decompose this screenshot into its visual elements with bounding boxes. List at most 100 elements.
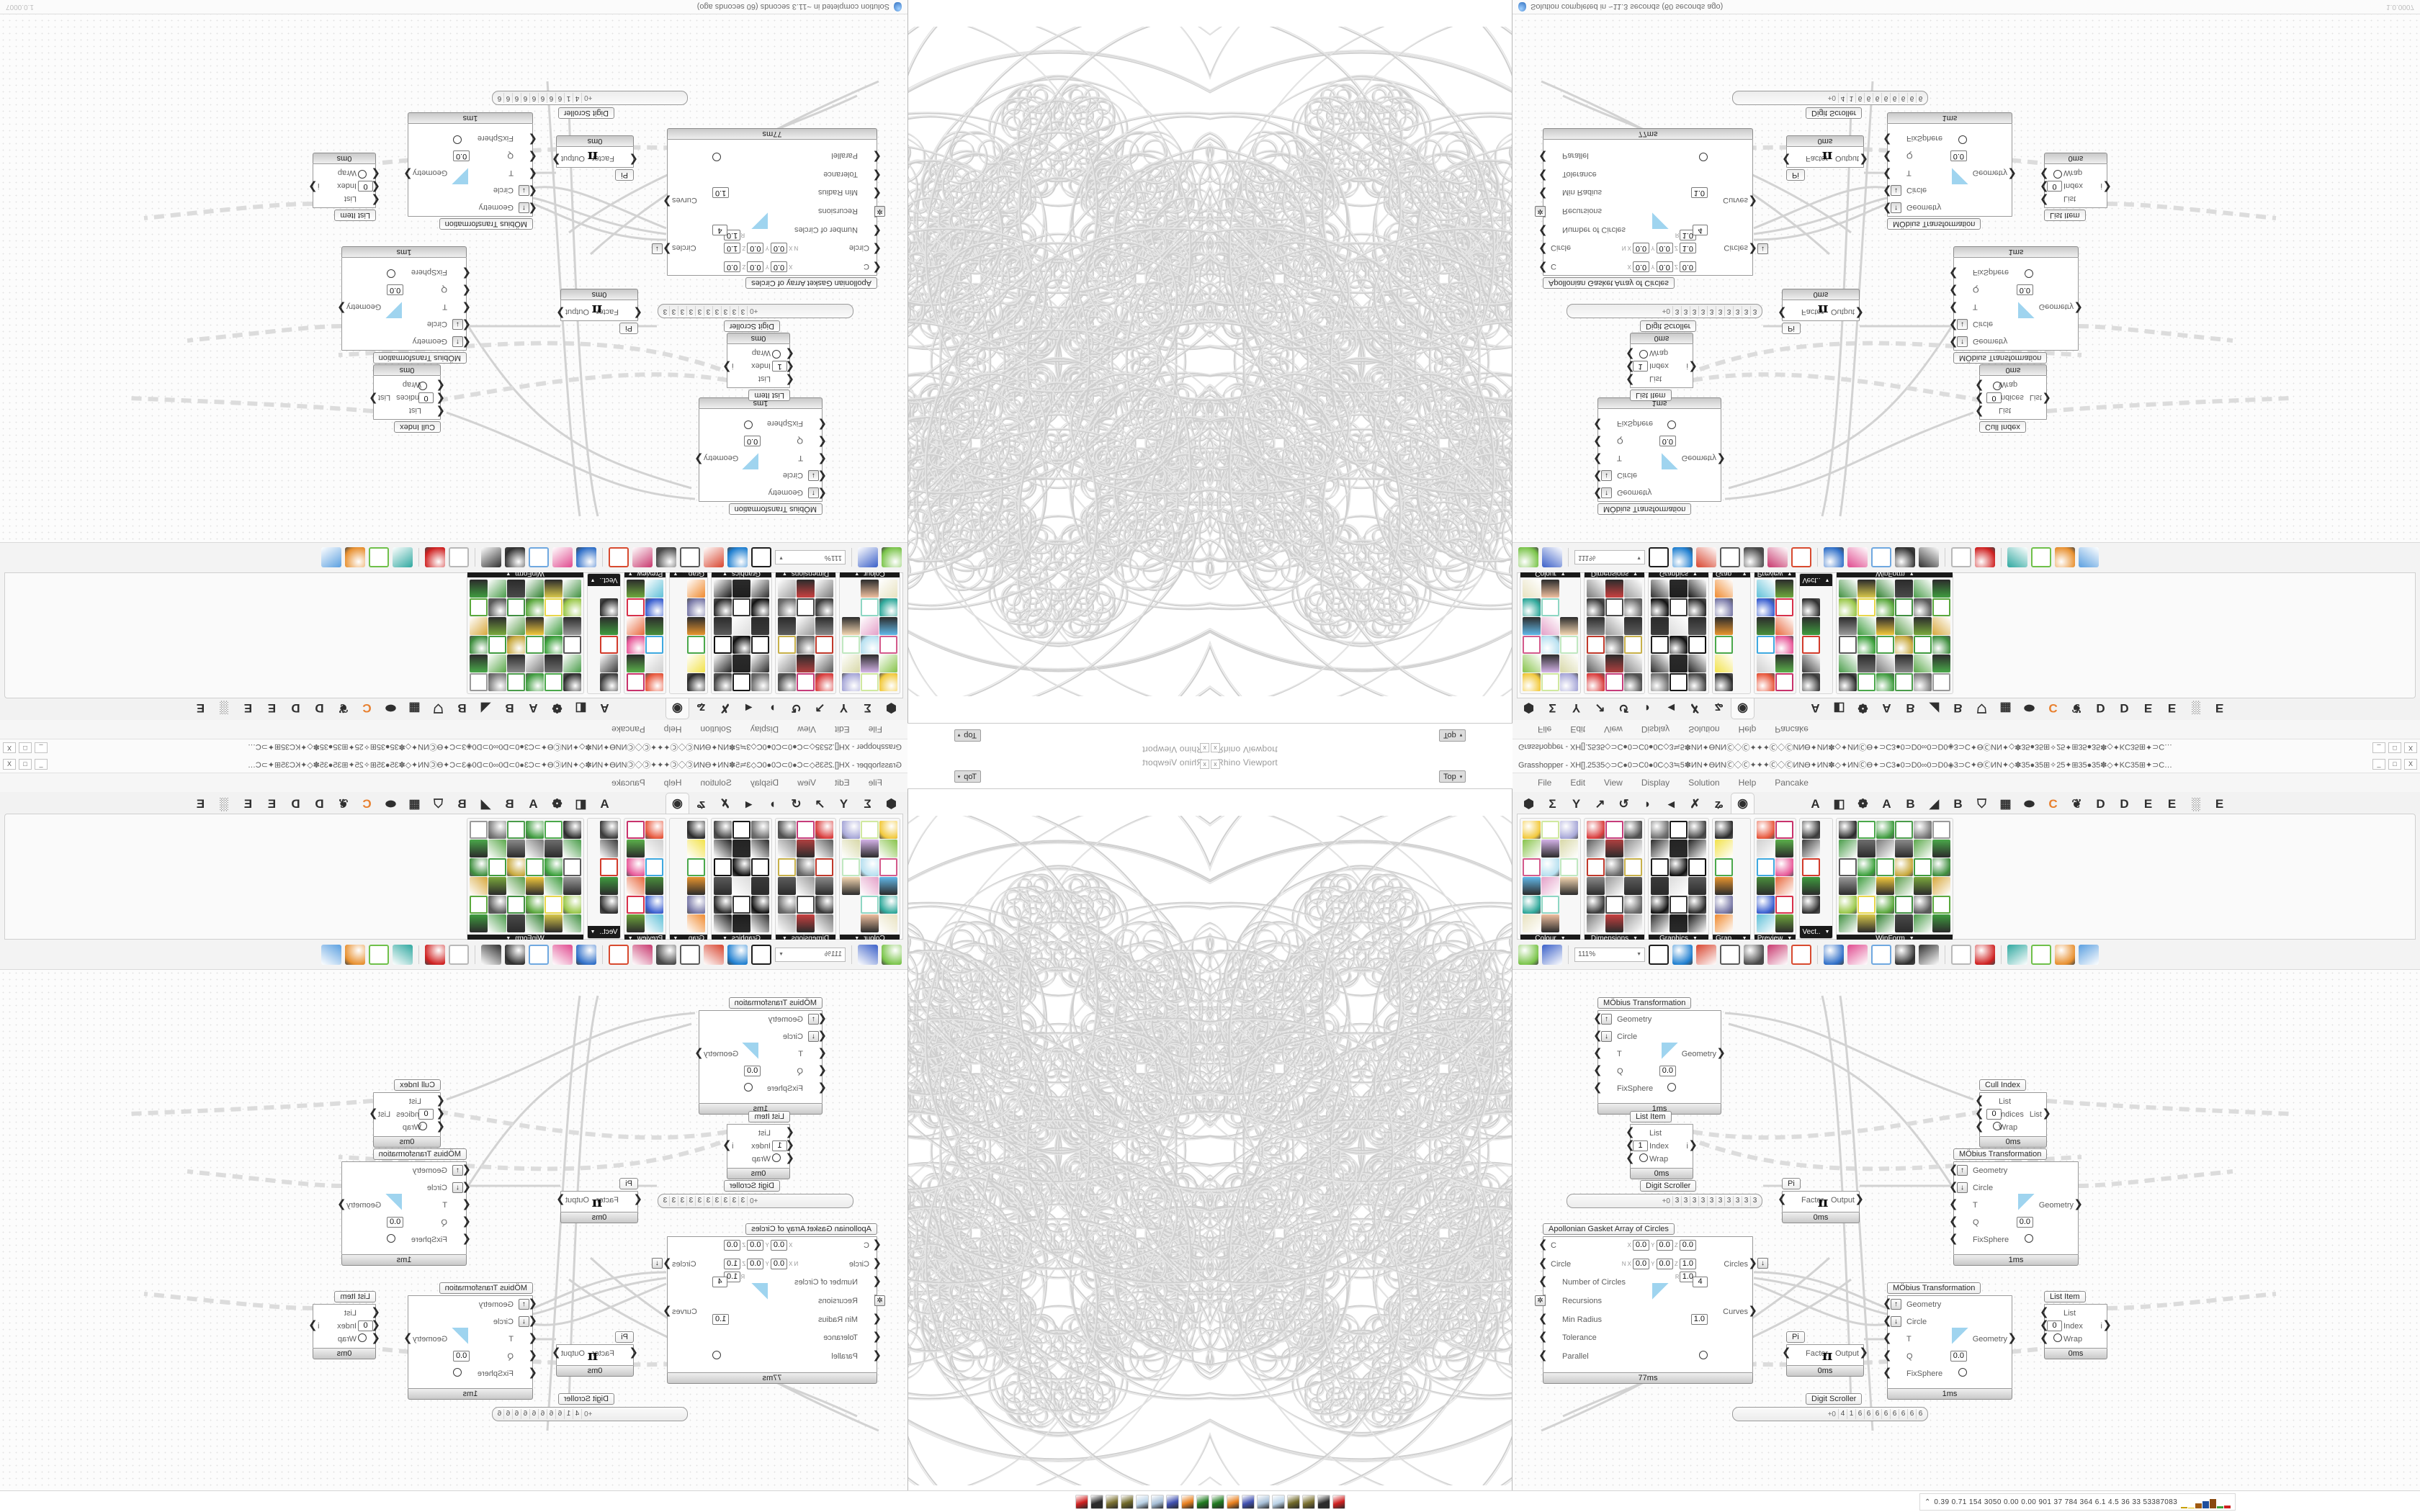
ribbon-icon[interactable] [1715, 673, 1733, 691]
ribbon-icon[interactable] [879, 896, 897, 914]
ribbon-icon[interactable] [506, 654, 525, 672]
axis-z-input[interactable]: 1.0 [724, 243, 741, 254]
ribbon-icon[interactable] [1541, 598, 1559, 616]
ribbon-icon[interactable] [1624, 840, 1642, 858]
rhino-viewport-canvas[interactable] [1210, 0, 1512, 723]
ribbon-icon[interactable] [506, 673, 525, 691]
ribbon-icon[interactable] [879, 821, 897, 839]
node-body[interactable]: Factor ❮ π Output ❯ [1778, 300, 1864, 321]
vector-tab[interactable]: ↗ [1595, 701, 1605, 715]
tab-overflow-15[interactable]: E [2167, 797, 2177, 811]
scroller-digit[interactable]: 6 [521, 93, 530, 103]
scroller-digit[interactable]: 3 [1724, 306, 1733, 316]
boolean-toggle[interactable] [712, 152, 721, 161]
curve-tab[interactable]: ↺ [791, 701, 802, 715]
menu-item-display[interactable]: Display [750, 778, 779, 788]
node-output-port[interactable]: ❯ [663, 194, 672, 208]
menu-item-view[interactable]: View [1604, 778, 1623, 788]
tab-overflow-11[interactable]: ❦ [2071, 797, 2082, 811]
window-close-button[interactable]: X [3, 759, 16, 770]
ribbon-icon[interactable] [506, 598, 525, 616]
node-input-port[interactable]: ❮ [785, 374, 794, 387]
chevron-down-icon[interactable]: ▼ [1742, 936, 1747, 941]
zoom-level-input[interactable]: 111% ▼ [1574, 550, 1645, 565]
ribbon-icon[interactable] [488, 617, 506, 635]
axis-x-input[interactable]: 0.0 [1632, 1240, 1650, 1251]
shaded-sphere-icon[interactable] [481, 944, 501, 965]
number-input[interactable]: 4 [712, 1277, 727, 1288]
node-input-port[interactable]: ❮ [1949, 266, 1958, 280]
tab-overflow-7[interactable]: ⛉ [1977, 701, 1986, 715]
ribbon-icon[interactable] [687, 877, 705, 895]
node-input-port[interactable]: ❮ [1538, 224, 1548, 238]
zoom-level-input[interactable]: 111% ▼ [775, 550, 846, 565]
node-output-port[interactable]: ❯ [2102, 180, 2112, 194]
ribbon-icon[interactable] [815, 580, 833, 598]
ribbon-icon[interactable] [732, 673, 750, 691]
ribbon-icon[interactable] [1932, 636, 1951, 654]
ribbon-icon[interactable] [778, 858, 796, 876]
axis-x-input[interactable]: 0.0 [770, 1258, 788, 1269]
ribbon-icon[interactable] [1715, 580, 1733, 598]
ribbon-icon[interactable] [1688, 858, 1706, 876]
node-input-port[interactable]: ❮ [872, 1274, 882, 1288]
scroller-digit[interactable]: 6 [1855, 1409, 1864, 1419]
ribbon-icon[interactable] [1670, 821, 1688, 839]
scroller-digit[interactable]: 3 [739, 306, 748, 316]
zoom-level-input[interactable]: 111% ▼ [775, 947, 846, 962]
scroller-digit[interactable]: 6 [1890, 1409, 1899, 1419]
menu-item-display[interactable]: Display [750, 724, 779, 734]
transform-tab[interactable]: ʑ [1714, 701, 1724, 715]
scroller-digit[interactable]: 6 [1899, 93, 1907, 103]
maths-tab[interactable]: Σ [1549, 797, 1556, 811]
preview-eye-icon[interactable] [1672, 944, 1693, 965]
flatten-down-icon[interactable]: ↓ [1957, 318, 1968, 330]
node-input-port[interactable]: ❮ [872, 243, 882, 256]
graft-up-icon[interactable]: ↑ [1957, 336, 1968, 347]
node-input-port[interactable]: ❮ [817, 1081, 827, 1094]
ribbon-icon[interactable] [469, 840, 488, 858]
ribbon-icon[interactable] [1587, 840, 1605, 858]
ribbon-icon[interactable] [815, 654, 833, 672]
ribbon-icon[interactable] [544, 673, 563, 691]
ribbon-icon[interactable] [1670, 617, 1688, 635]
node-input-port[interactable]: ❮ [462, 1163, 471, 1176]
maths-tab[interactable]: Σ [1549, 701, 1556, 715]
node-input-port[interactable]: ❮ [2040, 1318, 2049, 1332]
green-object-icon[interactable] [369, 547, 389, 568]
node-input-port[interactable]: ❮ [1883, 1314, 1892, 1328]
ribbon-icon[interactable] [861, 914, 879, 932]
ribbon-icon[interactable] [861, 840, 879, 858]
ribbon-icon[interactable] [1541, 654, 1559, 672]
ribbon-icon[interactable] [1775, 821, 1793, 839]
ribbon-icon[interactable] [1756, 673, 1775, 691]
ribbon-icon[interactable] [1914, 598, 1932, 616]
scroller-digit[interactable]: 1 [1847, 93, 1855, 103]
display-tab[interactable]: ◉ [1731, 793, 1754, 814]
scroller-digit[interactable]: 3 [1681, 306, 1690, 316]
bake-icon[interactable] [1696, 944, 1716, 965]
node-param-widget[interactable]: 0 [2047, 1320, 2062, 1332]
flatten-down-icon[interactable]: ↓ [1891, 184, 1901, 196]
ribbon-icon[interactable] [1876, 617, 1895, 635]
ribbon-icon[interactable] [1523, 914, 1541, 932]
tab-overflow-2[interactable]: ❁ [552, 701, 563, 715]
tab-overflow-14[interactable]: E [267, 701, 277, 715]
node-input-port[interactable]: ❮ [1949, 1197, 1958, 1211]
ribbon-icon[interactable] [797, 914, 815, 932]
ribbon-icon[interactable] [544, 654, 563, 672]
menu-item-pancake[interactable]: Pancake [1775, 778, 1809, 788]
chevron-down-icon[interactable]: ▼ [1560, 936, 1566, 941]
ribbon-icon[interactable] [1541, 914, 1559, 932]
ribbon-icon[interactable] [525, 858, 544, 876]
shaded-sphere-icon[interactable] [481, 547, 501, 568]
ribbon-icon[interactable] [627, 654, 645, 672]
shaded-sphere-icon[interactable] [1919, 944, 1939, 965]
node-input-port[interactable]: ❮ [1593, 1081, 1603, 1094]
sets-tab[interactable]: Υ [1572, 701, 1581, 715]
node-param-widget[interactable]: 1.0 [1690, 1313, 1708, 1325]
lightbulb-icon[interactable] [1871, 547, 1891, 568]
ribbon-icon[interactable] [687, 914, 705, 932]
scroller-digit[interactable]: 4 [1838, 1409, 1847, 1419]
tray-expand-icon[interactable]: ⌃ [1924, 1498, 1931, 1506]
